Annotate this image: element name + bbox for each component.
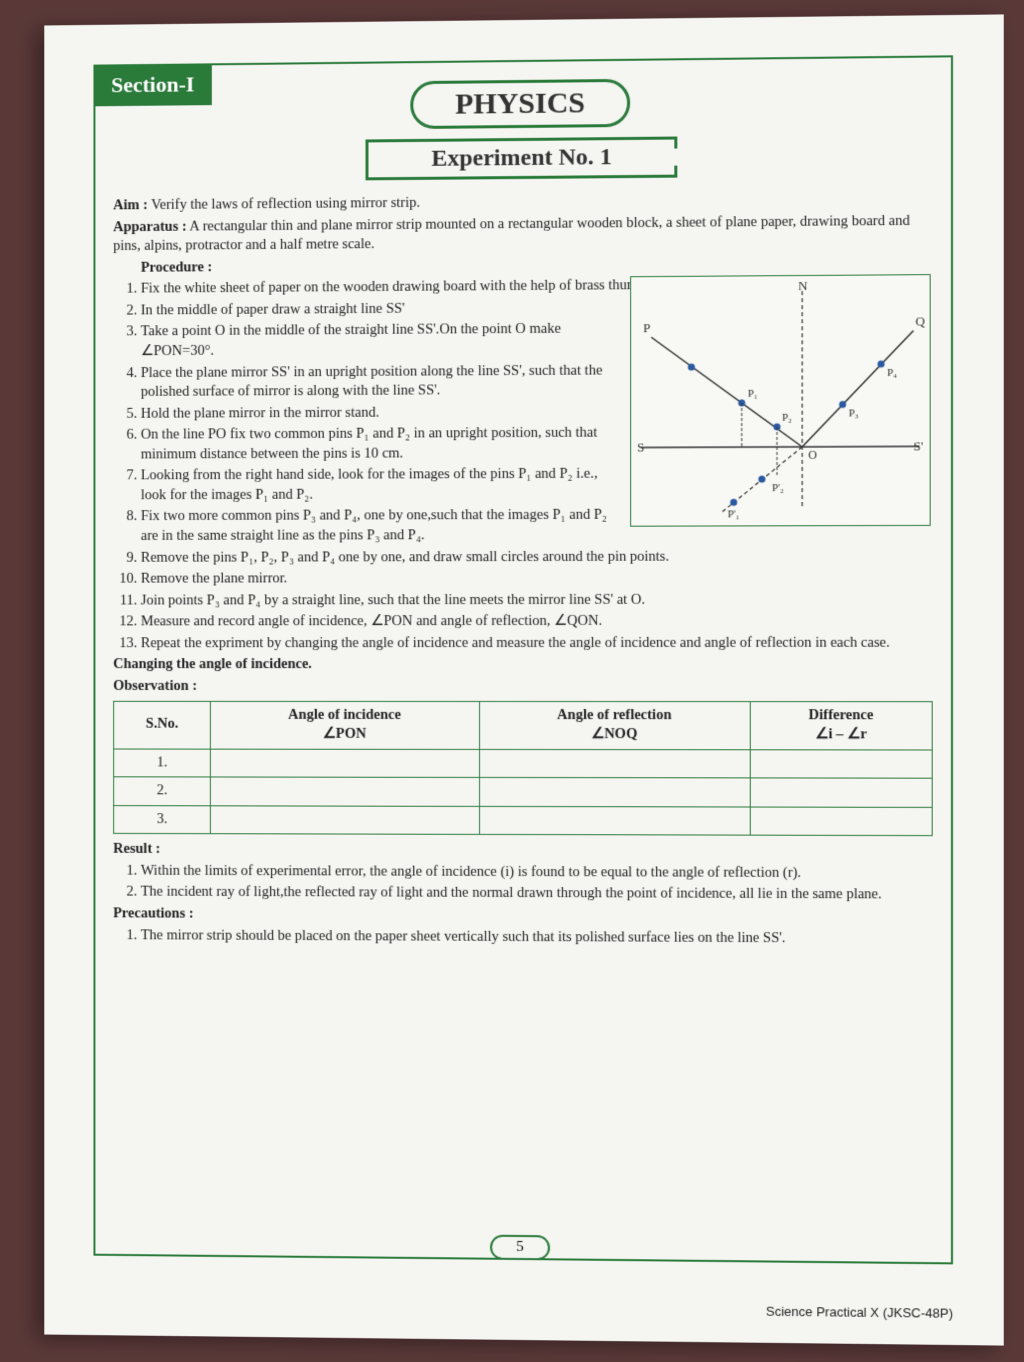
cell-incidence	[211, 749, 479, 778]
procedure-item: Repeat the expriment by changing the ang…	[141, 633, 933, 653]
procedure-wrap: N P Q S S' O P₁ P₂ P₃ P₄ P'₂ P'₁ Fix the	[113, 274, 933, 653]
table-row: 3.	[114, 805, 933, 836]
cell-sno: 2.	[114, 777, 211, 806]
cell-incidence	[211, 777, 479, 806]
svg-text:P'₂: P'₂	[772, 482, 784, 494]
svg-text:Q: Q	[915, 314, 925, 329]
precautions-label: Precautions :	[113, 904, 933, 927]
svg-text:P₂: P₂	[782, 412, 792, 424]
result-label: Result :	[113, 840, 933, 862]
cell-reflection	[479, 749, 750, 778]
table-row: 1.	[114, 749, 933, 779]
page-number: 5	[490, 1235, 549, 1261]
cell-reflection	[479, 778, 750, 807]
observation-label: Observation :	[113, 677, 933, 697]
experiment-title: Experiment No. 1	[366, 137, 676, 181]
th-sno: S.No.	[114, 701, 211, 749]
result-item: Within the limits of experimental error,…	[141, 862, 933, 884]
precautions-list: The mirror strip should be placed on the…	[113, 926, 933, 949]
svg-text:P'₁: P'₁	[728, 509, 740, 521]
procedure-item: Join points P₃ and P₄ by a straight line…	[141, 590, 933, 611]
cell-sno: 1.	[114, 749, 211, 778]
aim-text: Verify the laws of reflection using mirr…	[151, 195, 420, 213]
cell-reflection	[479, 806, 750, 835]
svg-text:S': S'	[913, 439, 923, 454]
svg-text:P₄: P₄	[887, 367, 897, 379]
observation-table: S.No. Angle of incidence∠PON Angle of re…	[113, 700, 933, 836]
subject-title: PHYSICS	[410, 79, 630, 129]
cell-difference	[750, 807, 932, 836]
content: Aim : Verify the laws of reflection usin…	[113, 189, 933, 949]
th-difference: Difference∠i – ∠r	[750, 701, 932, 750]
svg-text:P₁: P₁	[748, 388, 758, 400]
svg-text:S: S	[637, 440, 644, 455]
reflection-diagram: N P Q S S' O P₁ P₂ P₃ P₄ P'₂ P'₁	[630, 274, 931, 527]
apparatus-text: A rectangular thin and plane mirror stri…	[113, 212, 910, 254]
page-footer: 5	[95, 1231, 951, 1264]
cell-difference	[750, 778, 932, 807]
svg-text:N: N	[798, 278, 808, 293]
result-list: Within the limits of experimental error,…	[113, 862, 933, 906]
apparatus-label: Apparatus :	[113, 218, 187, 234]
procedure-item: Measure and record angle of incidence, ∠…	[141, 612, 933, 632]
apparatus-line: Apparatus : A rectangular thin and plane…	[113, 211, 933, 257]
cell-incidence	[211, 806, 479, 835]
table-header-row: S.No. Angle of incidence∠PON Angle of re…	[114, 701, 933, 750]
aim-label: Aim :	[113, 197, 148, 213]
table-row: 2.	[114, 777, 933, 807]
procedure-item: Remove the pins P₁, P₂, P₃ and P₄ one by…	[141, 547, 933, 568]
precaution-item: The mirror strip should be placed on the…	[141, 926, 933, 949]
svg-text:P: P	[643, 320, 650, 335]
section-badge: Section-I	[93, 63, 212, 106]
procedure-item: Remove the plane mirror.	[141, 568, 933, 589]
result-item: The incident ray of light,the reflected …	[141, 883, 933, 906]
footer-text: Science Practical X (JKSC-48P)	[766, 1304, 953, 1321]
diagram-svg: N P Q S S' O P₁ P₂ P₃ P₄ P'₂ P'₁	[631, 275, 930, 526]
svg-text:O: O	[808, 448, 817, 462]
content-frame: Section-I PHYSICS Experiment No. 1 Aim :…	[93, 55, 953, 1264]
svg-text:P₃: P₃	[849, 408, 859, 420]
th-incidence: Angle of incidence∠PON	[211, 701, 479, 749]
th-reflection: Angle of reflection∠NOQ	[479, 701, 750, 749]
page: Section-I PHYSICS Experiment No. 1 Aim :…	[44, 14, 1003, 1345]
cell-difference	[750, 749, 932, 778]
changing-label: Changing the angle of incidence.	[113, 655, 933, 675]
cell-sno: 3.	[114, 805, 211, 834]
